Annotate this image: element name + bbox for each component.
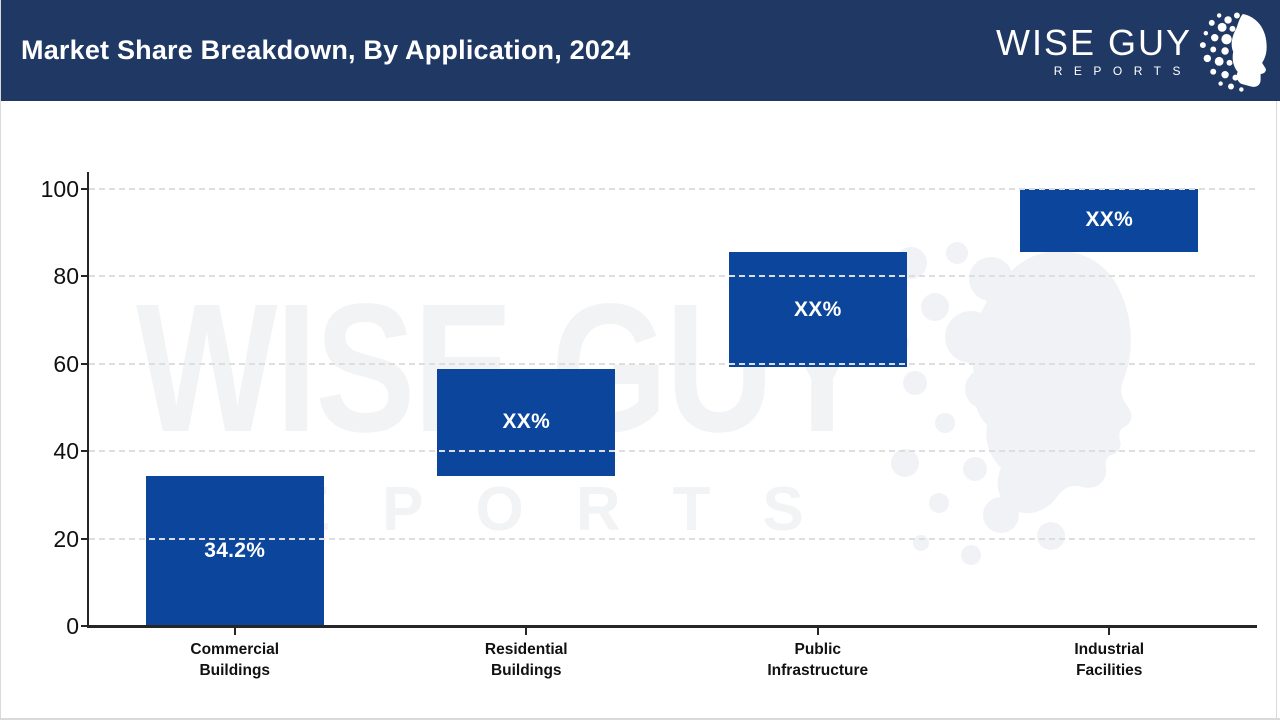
bar-value-label: XX% [793,297,842,321]
logo-wordmark: WISE GUY [995,22,1192,64]
x-tick-mark [816,628,819,635]
bar-value-label: XX% [1085,208,1134,232]
y-tick-mark [81,625,89,627]
x-tick-mark [1108,628,1111,635]
y-axis-tick-label: 0 [66,613,79,639]
bar-4: XX% [1020,188,1199,253]
category-label: Industrial Facilities [1074,641,1145,679]
category-label: Residential Buildings [484,641,568,679]
gridline-20 [89,537,1255,540]
gridline-60 [89,362,1255,365]
page-right-border [1276,101,1277,720]
y-axis-tick-label: 40 [53,438,79,464]
y-tick-mark [81,362,89,365]
y-tick-mark [81,187,89,190]
y-tick-mark [81,275,89,277]
page-title: Market Share Breakdown, By Application, … [21,35,631,65]
bar-value-label: 34.2% [204,539,266,563]
x-axis-line [87,624,1257,628]
x-tick-mark [233,628,236,635]
y-axis-tick-label: 60 [53,350,79,377]
y-axis-tick-label: 100 [40,175,79,202]
bar-1: 34.2% [145,476,324,626]
y-axis-tick-label: 80 [53,263,79,289]
y-tick-mark [81,537,89,540]
x-tick-mark [525,628,528,635]
gridline-40 [89,450,1255,452]
bar-3: XX% [728,252,907,367]
y-tick-mark [81,450,89,452]
y-axis-line [87,172,89,628]
brand-logo: WISE GUY REPORTS [996,6,1268,96]
header: Market Share Breakdown, By Application, … [1,0,1280,101]
chart-area: WISE GUY REPORTS 34.2% XX% XX% XX% 0 20 40 60 8… [1,101,1280,720]
watermark-head-icon [889,242,1132,565]
bar-2: XX% [437,368,616,476]
logo-subtext: REPORTS [1053,63,1192,78]
category-label: Commercial Buildings [190,641,280,679]
y-axis-tick-label: 20 [53,525,79,552]
page-bottom-border [1,718,1280,720]
gridline-100 [89,187,1255,190]
bar-value-label: XX% [502,410,551,434]
category-label: Public Infrastructure [767,641,869,679]
logo-head-icon [1199,12,1267,92]
gridline-80 [89,275,1255,277]
